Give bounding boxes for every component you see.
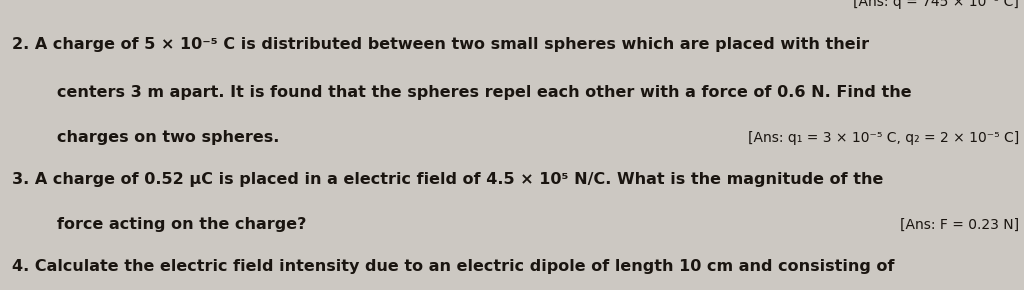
Text: charges on two spheres.: charges on two spheres. — [57, 130, 280, 145]
Text: force acting on the charge?: force acting on the charge? — [57, 217, 307, 232]
Text: centers 3 m apart. It is found that the spheres repel each other with a force of: centers 3 m apart. It is found that the … — [57, 85, 912, 100]
Text: [Ans: F = 0.23 N]: [Ans: F = 0.23 N] — [900, 218, 1019, 232]
Text: 3. A charge of 0.52 μC is placed in a electric field of 4.5 × 10⁵ N/C. What is t: 3. A charge of 0.52 μC is placed in a el… — [12, 172, 884, 187]
Text: 2. A charge of 5 × 10⁻⁵ C is distributed between two small spheres which are pla: 2. A charge of 5 × 10⁻⁵ C is distributed… — [12, 37, 869, 52]
Text: 4. Calculate the electric field intensity due to an electric dipole of length 10: 4. Calculate the electric field intensit… — [12, 259, 895, 274]
Text: [Ans: q₁ = 3 × 10⁻⁵ C, q₂ = 2 × 10⁻⁵ C]: [Ans: q₁ = 3 × 10⁻⁵ C, q₂ = 2 × 10⁻⁵ C] — [748, 131, 1019, 145]
Text: [Ans: q = 745 × 10⁻⁹ C]: [Ans: q = 745 × 10⁻⁹ C] — [853, 0, 1019, 9]
